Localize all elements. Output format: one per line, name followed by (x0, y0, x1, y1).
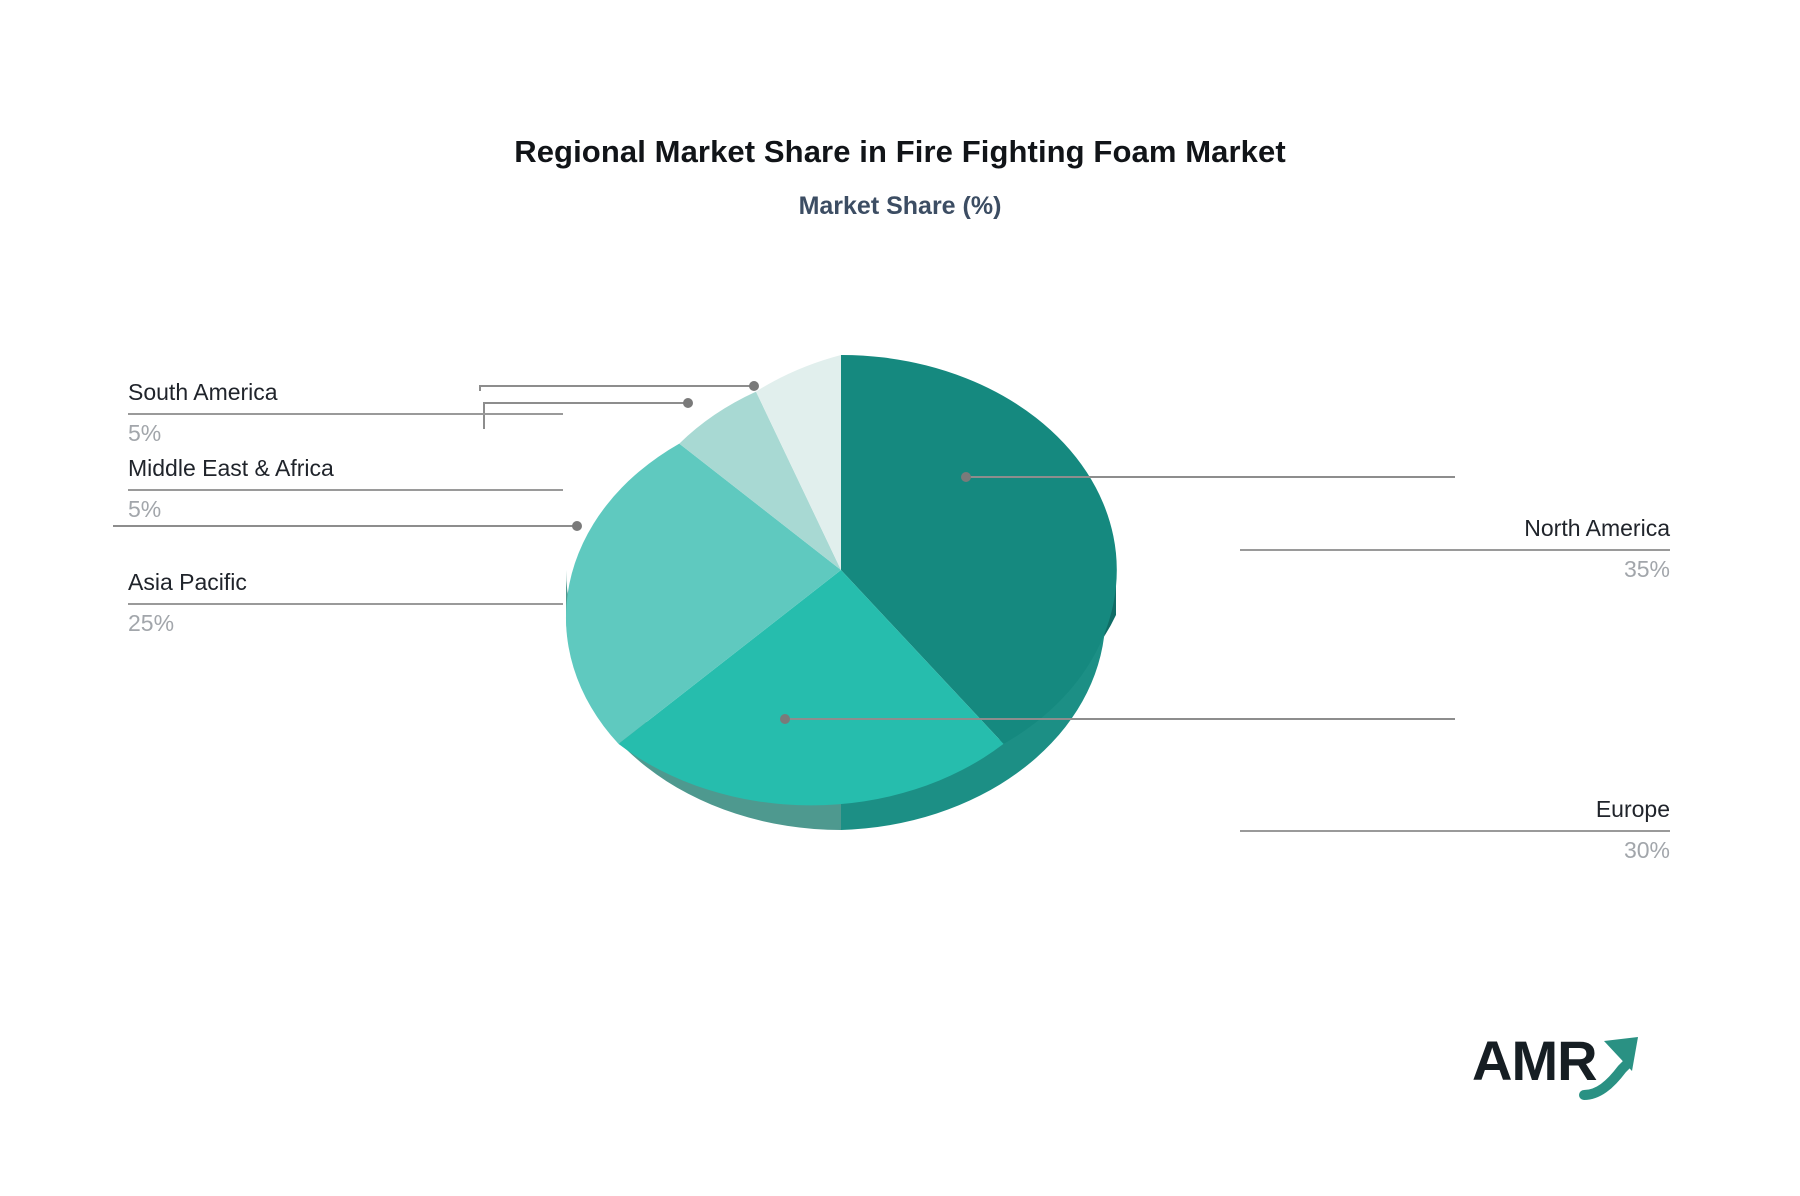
callout-rule (128, 602, 563, 605)
pie-top-face (565, 354, 1117, 806)
callout-rule (1240, 829, 1670, 832)
callout-value-south-america: 5% (128, 419, 162, 446)
callout-europe[interactable]: Europe 30% (1240, 795, 1670, 865)
callout-south-america[interactable]: South America 5% (128, 378, 563, 448)
chart-subtitle: Market Share (%) (798, 192, 1002, 220)
callout-rule (128, 488, 563, 491)
callout-label-asia-pacific: Asia Pacific (128, 569, 247, 595)
callout-middle-east-africa[interactable]: Middle East & Africa 5% (128, 454, 563, 524)
amr-logo-text: AMR (1472, 1029, 1598, 1092)
pie-slice-south-america[interactable] (756, 355, 841, 570)
amr-logo: AMR (1472, 1025, 1652, 1103)
pie-slice-europe[interactable] (618, 570, 1004, 806)
callout-rule (128, 412, 563, 415)
callout-label-north-america: North America (1524, 515, 1670, 541)
callout-value-north-america: 35% (1623, 555, 1670, 582)
callout-label-south-america: South America (128, 379, 278, 405)
callout-north-america[interactable]: North America 35% (1240, 514, 1670, 584)
depth-europe (841, 591, 1105, 830)
growth-arrow-icon (1579, 1037, 1638, 1100)
callout-value-middle-east-africa: 5% (128, 495, 162, 522)
callout-rule (1240, 548, 1670, 551)
page-title: Regional Market Share in Fire Fighting F… (514, 134, 1286, 169)
pie-chart (556, 354, 1216, 955)
callout-value-europe: 30% (1623, 836, 1670, 863)
callout-label-europe: Europe (1595, 796, 1670, 822)
pie-slice-middle-east-africa[interactable] (679, 391, 841, 570)
callout-asia-pacific[interactable]: Asia Pacific 25% (128, 568, 563, 638)
callout-value-asia-pacific: 25% (128, 609, 175, 636)
pie-slice-asia-pacific[interactable] (565, 443, 841, 744)
callout-label-middle-east-africa: Middle East & Africa (128, 455, 334, 481)
pie-slice-north-america[interactable] (841, 354, 1117, 744)
